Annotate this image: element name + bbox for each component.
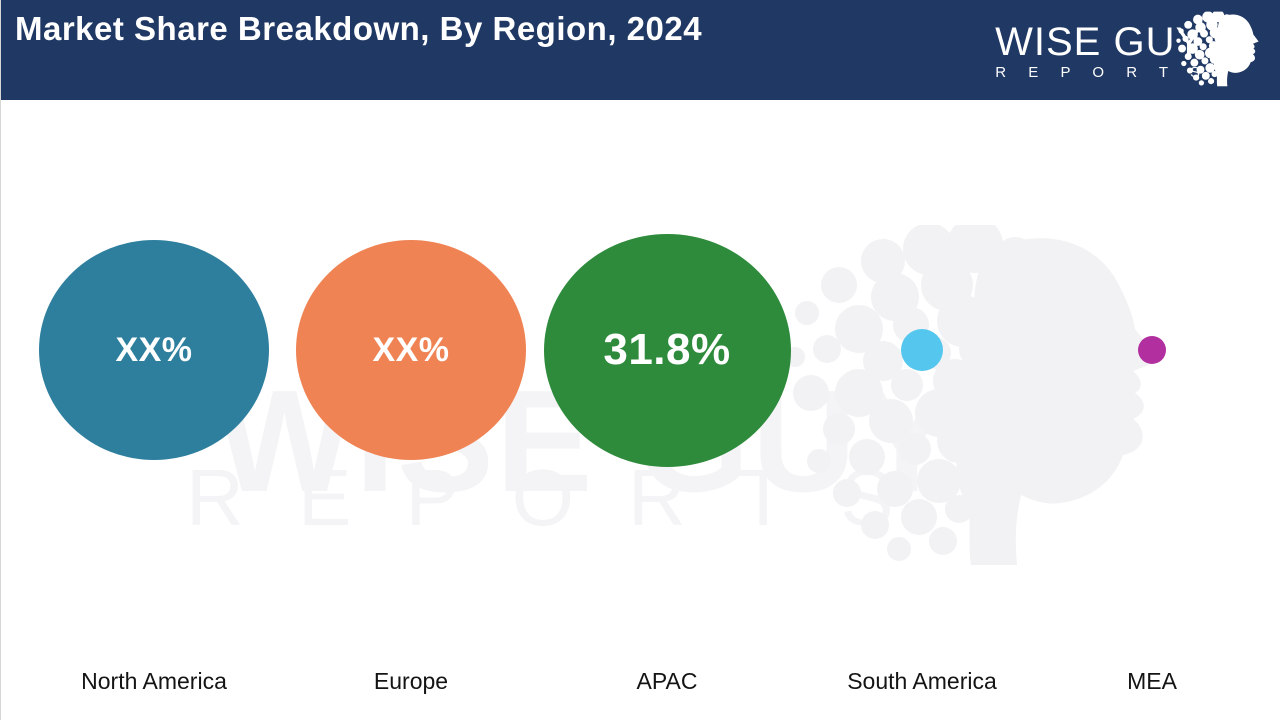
bubble-mea — [1138, 336, 1166, 364]
watermark-head-icon — [779, 224, 1179, 566]
bubble-europe: XX% — [296, 240, 526, 460]
category-label-mea: MEA — [1127, 668, 1177, 694]
wiseguy-head-icon — [1175, 6, 1263, 92]
bubble-value-label: XX% — [372, 330, 450, 369]
bubble-chart-area: WISE GUY R E P O R T S XX% XX% 31.8% Nor… — [1, 100, 1280, 720]
bubble-value-label: 31.8% — [603, 325, 731, 374]
watermark-reports-text: R E P O R T S — [186, 453, 910, 542]
category-label-south-america: South America — [847, 668, 997, 694]
bubble-north-america: XX% — [39, 240, 269, 460]
brand-logo: WISE GUY R E P O R T S — [995, 0, 1271, 100]
brand-logo-text: WISE GUY R E P O R T S — [989, 22, 1209, 81]
category-label-europe: Europe — [373, 668, 449, 694]
bubble-value-label: XX% — [115, 330, 193, 369]
category-label-apac: APAC — [636, 668, 698, 694]
category-label-north-america: North America — [81, 668, 227, 694]
header-bar: Market Share Breakdown, By Region, 2024 … — [1, 0, 1280, 100]
brand-subtitle: R E P O R T S — [995, 64, 1209, 81]
brand-name: WISE GUY — [995, 20, 1204, 64]
bubble-apac: 31.8% — [543, 233, 791, 467]
bubble-south-america — [901, 329, 943, 371]
page-title: Market Share Breakdown, By Region, 2024 — [15, 10, 703, 47]
